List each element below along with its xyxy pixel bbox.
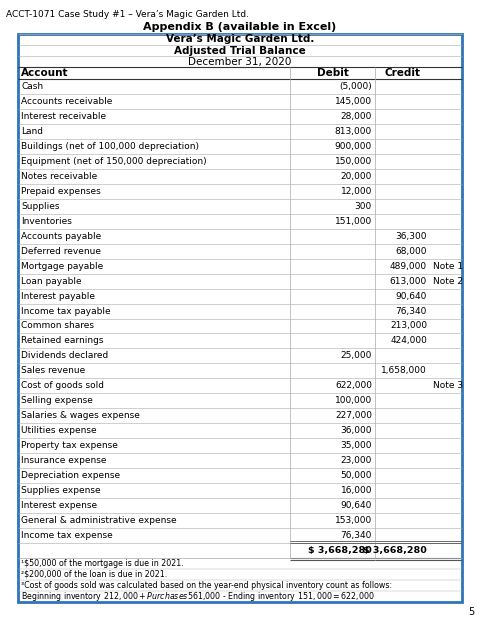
Text: Notes receivable: Notes receivable [21,172,97,181]
Text: (5,000): (5,000) [339,82,372,91]
Text: Note 2: Note 2 [433,277,463,286]
Text: 20,000: 20,000 [341,172,372,181]
Text: ¹$50,000 of the mortgage is due in 2021.: ¹$50,000 of the mortgage is due in 2021. [21,559,184,568]
Text: 424,000: 424,000 [390,336,427,346]
Text: 489,000: 489,000 [390,262,427,271]
Text: 813,000: 813,000 [335,127,372,136]
Text: Utilities expense: Utilities expense [21,426,96,435]
Text: Buildings (net of 100,000 depreciation): Buildings (net of 100,000 depreciation) [21,142,199,151]
Text: Insurance expense: Insurance expense [21,456,107,465]
Text: 153,000: 153,000 [335,516,372,525]
Text: Note 3: Note 3 [433,381,463,391]
Text: 76,340: 76,340 [396,306,427,316]
Text: 151,000: 151,000 [335,217,372,226]
Text: Note 1: Note 1 [433,262,463,271]
Text: Depreciation expense: Depreciation expense [21,471,120,480]
Text: 12,000: 12,000 [341,187,372,196]
Text: 68,000: 68,000 [396,247,427,256]
Text: 613,000: 613,000 [390,277,427,286]
Text: Sales revenue: Sales revenue [21,366,85,376]
Text: 900,000: 900,000 [335,142,372,151]
Text: 227,000: 227,000 [335,411,372,420]
Text: 622,000: 622,000 [335,381,372,391]
Text: General & administrative expense: General & administrative expense [21,516,177,525]
Text: Equipment (net of 150,000 depreciation): Equipment (net of 150,000 depreciation) [21,157,206,166]
Text: 213,000: 213,000 [390,321,427,331]
Text: December 31, 2020: December 31, 2020 [188,56,292,66]
Text: Property tax expense: Property tax expense [21,441,118,450]
Text: Accounts receivable: Accounts receivable [21,97,112,106]
Text: Deferred revenue: Deferred revenue [21,247,101,256]
Text: 36,300: 36,300 [396,232,427,241]
Text: 300: 300 [355,202,372,211]
Text: 36,000: 36,000 [340,426,372,435]
Text: Vera’s Magic Garden Ltd.: Vera’s Magic Garden Ltd. [166,34,314,44]
Text: ³Cost of goods sold was calculated based on the year-end physical inventory coun: ³Cost of goods sold was calculated based… [21,581,392,590]
Text: Supplies expense: Supplies expense [21,486,101,495]
Text: 23,000: 23,000 [341,456,372,465]
Text: Cost of goods sold: Cost of goods sold [21,381,104,391]
Text: 1,658,000: 1,658,000 [381,366,427,376]
Text: Account: Account [21,68,69,78]
Text: ACCT-1071 Case Study #1 – Vera’s Magic Garden Ltd.: ACCT-1071 Case Study #1 – Vera’s Magic G… [6,10,249,19]
Text: ²$200,000 of the loan is due in 2021.: ²$200,000 of the loan is due in 2021. [21,570,167,579]
Text: Interest payable: Interest payable [21,291,95,301]
Text: Loan payable: Loan payable [21,277,82,286]
Text: Inventories: Inventories [21,217,72,226]
Text: 16,000: 16,000 [340,486,372,495]
Text: 90,640: 90,640 [396,291,427,301]
Text: Prepaid expenses: Prepaid expenses [21,187,101,196]
Text: Supplies: Supplies [21,202,60,211]
Text: Cash: Cash [21,82,43,91]
Text: 100,000: 100,000 [335,396,372,406]
Text: 5: 5 [468,607,474,617]
Text: Common shares: Common shares [21,321,94,331]
Text: 35,000: 35,000 [340,441,372,450]
Text: Debit: Debit [317,68,348,78]
Text: 150,000: 150,000 [335,157,372,166]
Text: Accounts payable: Accounts payable [21,232,101,241]
Text: Mortgage payable: Mortgage payable [21,262,103,271]
Text: 90,640: 90,640 [341,501,372,510]
Text: 28,000: 28,000 [341,112,372,121]
Text: $ 3,668,280: $ 3,668,280 [363,546,427,555]
Text: 145,000: 145,000 [335,97,372,106]
Text: Income tax payable: Income tax payable [21,306,110,316]
Text: 25,000: 25,000 [341,351,372,361]
Text: Salaries & wages expense: Salaries & wages expense [21,411,140,420]
Text: $ 3,668,280: $ 3,668,280 [308,546,372,555]
Text: Retained earnings: Retained earnings [21,336,104,346]
Text: 50,000: 50,000 [340,471,372,480]
Text: Dividends declared: Dividends declared [21,351,108,361]
Text: Interest expense: Interest expense [21,501,97,510]
Text: Income tax expense: Income tax expense [21,531,113,540]
Text: Adjusted Trial Balance: Adjusted Trial Balance [174,46,306,56]
Text: Land: Land [21,127,43,136]
Text: Interest receivable: Interest receivable [21,112,106,121]
Text: Selling expense: Selling expense [21,396,93,406]
Text: 76,340: 76,340 [341,531,372,540]
Text: Beginning inventory $212,000 + Purchases $561,000 - Ending inventory $151,000 = : Beginning inventory $212,000 + Purchases… [21,590,375,603]
Text: Credit: Credit [384,68,420,78]
Text: Appendix B (available in Excel): Appendix B (available in Excel) [144,22,336,32]
